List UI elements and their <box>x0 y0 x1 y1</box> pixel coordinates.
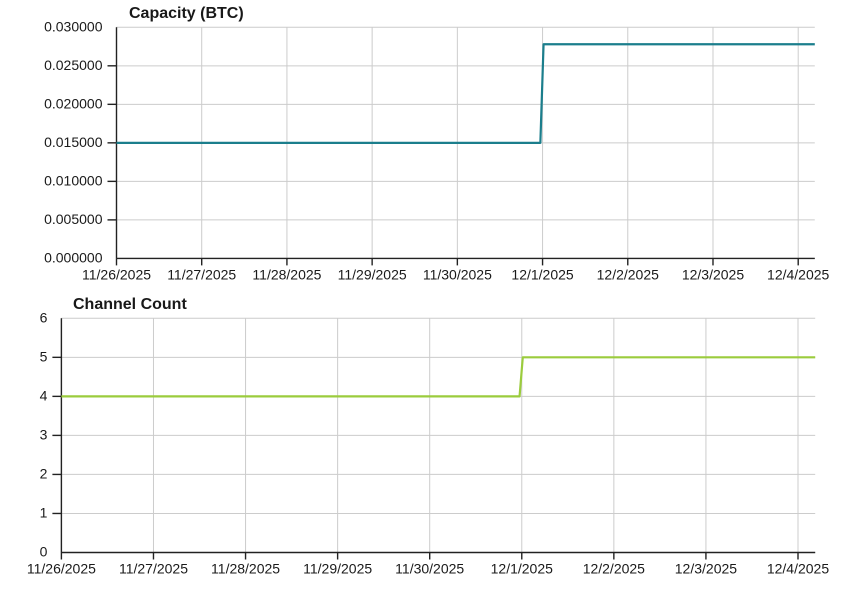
svg-text:0.025000: 0.025000 <box>44 57 103 73</box>
svg-text:0: 0 <box>40 544 48 560</box>
svg-text:12/1/2025: 12/1/2025 <box>491 561 553 577</box>
svg-text:0.005000: 0.005000 <box>44 211 103 227</box>
svg-text:2: 2 <box>40 465 48 481</box>
svg-text:11/27/2025: 11/27/2025 <box>119 561 188 577</box>
svg-text:0.015000: 0.015000 <box>44 134 103 150</box>
svg-text:11/26/2025: 11/26/2025 <box>82 266 151 280</box>
svg-text:11/26/2025: 11/26/2025 <box>27 561 96 577</box>
svg-text:5: 5 <box>40 348 48 364</box>
svg-text:0.020000: 0.020000 <box>44 95 103 111</box>
svg-text:0.030000: 0.030000 <box>44 18 103 34</box>
svg-text:3: 3 <box>40 426 48 442</box>
svg-text:12/2/2025: 12/2/2025 <box>597 266 659 280</box>
svg-text:11/30/2025: 11/30/2025 <box>423 266 492 280</box>
svg-text:1: 1 <box>40 504 48 520</box>
svg-text:12/4/2025: 12/4/2025 <box>767 266 829 280</box>
svg-text:12/3/2025: 12/3/2025 <box>682 266 744 280</box>
svg-text:12/3/2025: 12/3/2025 <box>675 561 737 577</box>
svg-text:4: 4 <box>40 387 48 403</box>
svg-text:11/29/2025: 11/29/2025 <box>303 561 372 577</box>
svg-text:0.000000: 0.000000 <box>44 249 103 265</box>
svg-text:11/28/2025: 11/28/2025 <box>211 561 280 577</box>
svg-text:11/28/2025: 11/28/2025 <box>252 266 321 280</box>
svg-text:11/29/2025: 11/29/2025 <box>338 266 407 280</box>
svg-text:12/1/2025: 12/1/2025 <box>511 266 573 280</box>
svg-text:12/2/2025: 12/2/2025 <box>583 561 645 577</box>
svg-text:11/27/2025: 11/27/2025 <box>167 266 236 280</box>
svg-text:12/4/2025: 12/4/2025 <box>767 561 829 577</box>
svg-text:6: 6 <box>40 309 48 325</box>
svg-text:0.010000: 0.010000 <box>44 172 103 188</box>
svg-text:11/30/2025: 11/30/2025 <box>395 561 464 577</box>
